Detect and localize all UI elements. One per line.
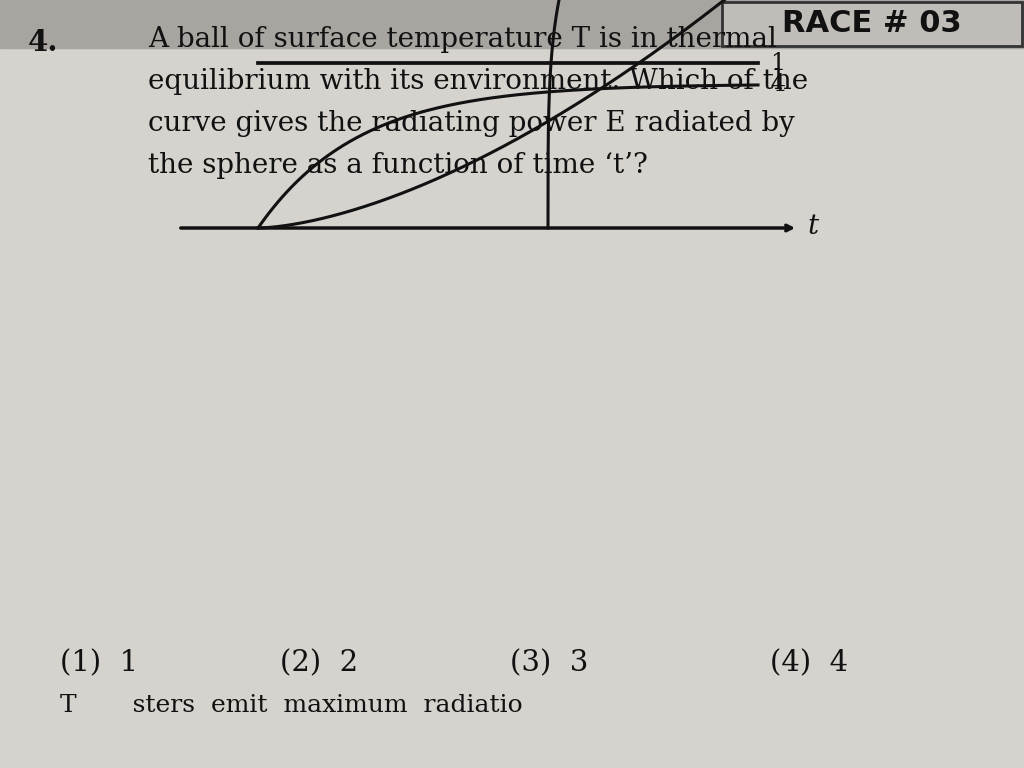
- Text: t: t: [808, 213, 818, 240]
- Text: T       sters  emit  maximum  radiatio: T sters emit maximum radiatio: [60, 694, 522, 717]
- Text: 1: 1: [770, 51, 785, 74]
- Text: curve gives the radiating power E radiated by: curve gives the radiating power E radiat…: [148, 110, 795, 137]
- Text: (4)  4: (4) 4: [770, 649, 848, 677]
- Text: (3)  3: (3) 3: [510, 649, 589, 677]
- Text: (2)  2: (2) 2: [280, 649, 358, 677]
- Text: equilibrium with its environment. Which of the: equilibrium with its environment. Which …: [148, 68, 808, 95]
- Text: RACE # 03: RACE # 03: [782, 9, 962, 38]
- Text: (1)  1: (1) 1: [60, 649, 138, 677]
- Text: A ball of surface temperature T is in thermal: A ball of surface temperature T is in th…: [148, 26, 777, 53]
- Bar: [0, 0, 1024, 48]
- Text: 4.: 4.: [28, 28, 58, 57]
- Text: the sphere as a function of time ‘t’?: the sphere as a function of time ‘t’?: [148, 152, 648, 179]
- FancyBboxPatch shape: [722, 2, 1022, 46]
- Text: 4: 4: [770, 74, 785, 97]
